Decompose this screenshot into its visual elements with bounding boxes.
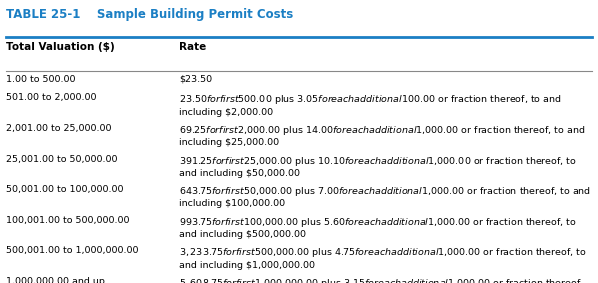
Text: $5,608.75 for first $1,000,000.00 plus $3.15 for each additional $1,000.00 or fr: $5,608.75 for first $1,000,000.00 plus $…: [179, 277, 582, 283]
Text: 1.00 to 500.00: 1.00 to 500.00: [6, 75, 75, 84]
Text: 1,000,000.00 and up: 1,000,000.00 and up: [6, 277, 105, 283]
Text: $993.75 for first $100,000.00 plus $5.60 for each additional $1,000.00 or fracti: $993.75 for first $100,000.00 plus $5.60…: [179, 216, 577, 239]
Text: 25,001.00 to 50,000.00: 25,001.00 to 50,000.00: [6, 155, 117, 164]
Text: 2,001.00 to 25,000.00: 2,001.00 to 25,000.00: [6, 124, 111, 133]
Text: TABLE 25-1    Sample Building Permit Costs: TABLE 25-1 Sample Building Permit Costs: [6, 8, 293, 22]
Text: Total Valuation ($): Total Valuation ($): [6, 42, 115, 52]
Text: $23.50: $23.50: [179, 75, 212, 84]
Text: $69.25 for first $2,000.00 plus $14.00 for each additional $1,000.00 or fraction: $69.25 for first $2,000.00 plus $14.00 f…: [179, 124, 585, 147]
Text: $391.25 for first $25,000.00 plus $10.10 for each additional $1,000.00 or fracti: $391.25 for first $25,000.00 plus $10.10…: [179, 155, 577, 178]
Text: $643.75 for first $50,000.00 plus $7.00 for each additional $1,000.00 or fractio: $643.75 for first $50,000.00 plus $7.00 …: [179, 185, 591, 209]
Text: Rate: Rate: [179, 42, 207, 52]
Text: 501.00 to 2,000.00: 501.00 to 2,000.00: [6, 93, 96, 102]
Text: 50,001.00 to 100,000.00: 50,001.00 to 100,000.00: [6, 185, 123, 194]
Text: $3,233.75 for first $500,000.00 plus $4.75 for each additional $1,000.00 or frac: $3,233.75 for first $500,000.00 plus $4.…: [179, 246, 587, 270]
Text: 100,001.00 to 500,000.00: 100,001.00 to 500,000.00: [6, 216, 130, 225]
Text: 500,001.00 to 1,000,000.00: 500,001.00 to 1,000,000.00: [6, 246, 139, 255]
Text: $23.50 for first $500.00 plus $3.05 for each additional $100.00 or fraction ther: $23.50 for first $500.00 plus $3.05 for …: [179, 93, 562, 117]
